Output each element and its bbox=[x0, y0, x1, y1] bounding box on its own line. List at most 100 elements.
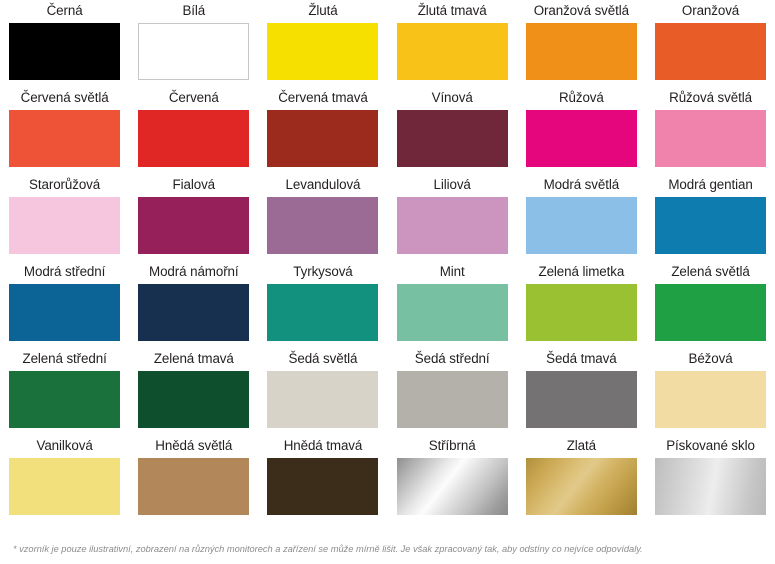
swatch-label: Zlatá bbox=[566, 438, 596, 453]
swatch-cell[interactable]: Stříbrná bbox=[388, 435, 517, 522]
swatch-label: Hnědá tmavá bbox=[283, 438, 363, 453]
swatch-cell[interactable]: Zelená světlá bbox=[646, 261, 775, 348]
swatch-color-chip[interactable] bbox=[396, 284, 508, 341]
swatch-cell[interactable]: Růžová bbox=[517, 87, 646, 174]
swatch-cell[interactable]: Oranžová světlá bbox=[517, 0, 646, 87]
swatch-label: Šedá střední bbox=[414, 351, 490, 366]
swatch-label: Černá bbox=[46, 3, 83, 18]
swatch-label: Modrá námořní bbox=[149, 264, 239, 279]
swatch-color-chip[interactable] bbox=[267, 23, 379, 80]
swatch-color-chip[interactable] bbox=[138, 458, 250, 515]
swatch-cell[interactable]: Šedá světlá bbox=[258, 348, 387, 435]
swatch-color-chip[interactable] bbox=[525, 284, 637, 341]
swatch-color-chip[interactable] bbox=[9, 110, 120, 167]
swatch-label: Modrá střední bbox=[23, 264, 106, 279]
swatch-cell[interactable]: Šedá tmavá bbox=[517, 348, 646, 435]
swatch-cell[interactable]: Modrá střední bbox=[0, 261, 129, 348]
swatch-label: Stříbrná bbox=[428, 438, 476, 453]
swatch-cell[interactable]: Červená bbox=[129, 87, 258, 174]
swatch-color-chip[interactable] bbox=[396, 23, 508, 80]
swatch-color-chip[interactable] bbox=[525, 371, 637, 428]
swatch-cell[interactable]: Modrá světlá bbox=[517, 174, 646, 261]
swatch-label: Žlutá tmavá bbox=[417, 3, 487, 18]
swatch-cell[interactable]: Oranžová bbox=[646, 0, 775, 87]
swatch-label: Růžová světlá bbox=[669, 90, 752, 105]
swatch-label: Červená světlá bbox=[20, 90, 109, 105]
swatch-cell[interactable]: Zelená střední bbox=[0, 348, 129, 435]
swatch-cell[interactable]: Mint bbox=[388, 261, 517, 348]
swatch-color-chip[interactable] bbox=[654, 23, 766, 80]
swatch-grid: Černá Bílá Žlutá Žlutá tmavá Oranžová světlá… bbox=[0, 0, 775, 522]
swatch-color-chip[interactable] bbox=[525, 110, 637, 167]
swatch-color-chip[interactable] bbox=[525, 197, 637, 254]
swatch-cell[interactable]: Červená světlá bbox=[0, 87, 129, 174]
swatch-cell[interactable]: Tyrkysová bbox=[258, 261, 387, 348]
swatch-cell[interactable]: Bílá bbox=[129, 0, 258, 87]
swatch-cell[interactable]: Žlutá bbox=[258, 0, 387, 87]
swatch-color-chip[interactable] bbox=[9, 284, 120, 341]
swatch-color-chip[interactable] bbox=[9, 458, 120, 515]
swatch-cell[interactable]: Červená tmavá bbox=[258, 87, 387, 174]
swatch-color-chip[interactable] bbox=[396, 110, 508, 167]
swatch-color-chip[interactable] bbox=[654, 458, 766, 515]
swatch-color-chip[interactable] bbox=[525, 458, 637, 515]
swatch-label: Modrá světlá bbox=[543, 177, 620, 192]
swatch-cell[interactable]: Pískované sklo bbox=[646, 435, 775, 522]
swatch-cell[interactable]: Zelená limetka bbox=[517, 261, 646, 348]
swatch-label: Levandulová bbox=[285, 177, 361, 192]
swatch-color-chip[interactable] bbox=[267, 197, 379, 254]
swatch-color-chip[interactable] bbox=[9, 371, 120, 428]
swatch-cell[interactable]: Modrá námořní bbox=[129, 261, 258, 348]
swatch-color-chip[interactable] bbox=[138, 284, 250, 341]
swatch-color-chip[interactable] bbox=[138, 23, 250, 80]
swatch-label: Béžová bbox=[688, 351, 733, 366]
swatch-cell[interactable]: Vanilková bbox=[0, 435, 129, 522]
swatch-label: Červená tmavá bbox=[278, 90, 368, 105]
swatch-color-chip[interactable] bbox=[138, 197, 250, 254]
swatch-color-chip[interactable] bbox=[267, 284, 379, 341]
swatch-cell[interactable]: Šedá střední bbox=[388, 348, 517, 435]
swatch-label: Šedá světlá bbox=[288, 351, 358, 366]
swatch-label: Růžová bbox=[558, 90, 604, 105]
swatch-label: Červená bbox=[168, 90, 219, 105]
swatch-cell[interactable]: Levandulová bbox=[258, 174, 387, 261]
swatch-cell[interactable]: Hnědá světlá bbox=[129, 435, 258, 522]
swatch-color-chip[interactable] bbox=[654, 284, 766, 341]
swatch-color-chip[interactable] bbox=[9, 23, 120, 80]
swatch-cell[interactable]: Fialová bbox=[129, 174, 258, 261]
swatch-label: Zelená světlá bbox=[671, 264, 750, 279]
swatch-color-chip[interactable] bbox=[396, 197, 508, 254]
swatch-label: Fialová bbox=[172, 177, 216, 192]
swatch-label: Liliová bbox=[433, 177, 471, 192]
swatch-color-chip[interactable] bbox=[525, 23, 637, 80]
swatch-color-chip[interactable] bbox=[654, 110, 766, 167]
swatch-label: Žlutá bbox=[308, 3, 338, 18]
swatch-label: Starorůžová bbox=[29, 177, 101, 192]
swatch-color-chip[interactable] bbox=[396, 458, 508, 515]
disclaimer-footnote: * vzorník je pouze ilustrativní, zobraze… bbox=[13, 544, 643, 554]
swatch-color-chip[interactable] bbox=[267, 458, 379, 515]
swatch-color-chip[interactable] bbox=[138, 110, 250, 167]
swatch-color-chip[interactable] bbox=[267, 110, 379, 167]
swatch-color-chip[interactable] bbox=[138, 371, 250, 428]
swatch-color-chip[interactable] bbox=[396, 371, 508, 428]
swatch-label: Oranžová světlá bbox=[533, 3, 629, 18]
swatch-cell[interactable]: Starorůžová bbox=[0, 174, 129, 261]
swatch-color-chip[interactable] bbox=[654, 197, 766, 254]
swatch-color-chip[interactable] bbox=[654, 371, 766, 428]
swatch-color-chip[interactable] bbox=[267, 371, 379, 428]
swatch-cell[interactable]: Černá bbox=[0, 0, 129, 87]
swatch-cell[interactable]: Žlutá tmavá bbox=[388, 0, 517, 87]
swatch-cell[interactable]: Zelená tmavá bbox=[129, 348, 258, 435]
swatch-cell[interactable]: Liliová bbox=[388, 174, 517, 261]
swatch-label: Hnědá světlá bbox=[155, 438, 233, 453]
swatch-cell[interactable]: Modrá gentian bbox=[646, 174, 775, 261]
swatch-cell[interactable]: Růžová světlá bbox=[646, 87, 775, 174]
swatch-cell[interactable]: Zlatá bbox=[517, 435, 646, 522]
swatch-label: Pískované sklo bbox=[666, 438, 755, 453]
swatch-cell[interactable]: Vínová bbox=[388, 87, 517, 174]
swatch-color-chip[interactable] bbox=[9, 197, 120, 254]
swatch-cell[interactable]: Hnědá tmavá bbox=[258, 435, 387, 522]
swatch-cell[interactable]: Béžová bbox=[646, 348, 775, 435]
swatch-label: Modrá gentian bbox=[668, 177, 753, 192]
